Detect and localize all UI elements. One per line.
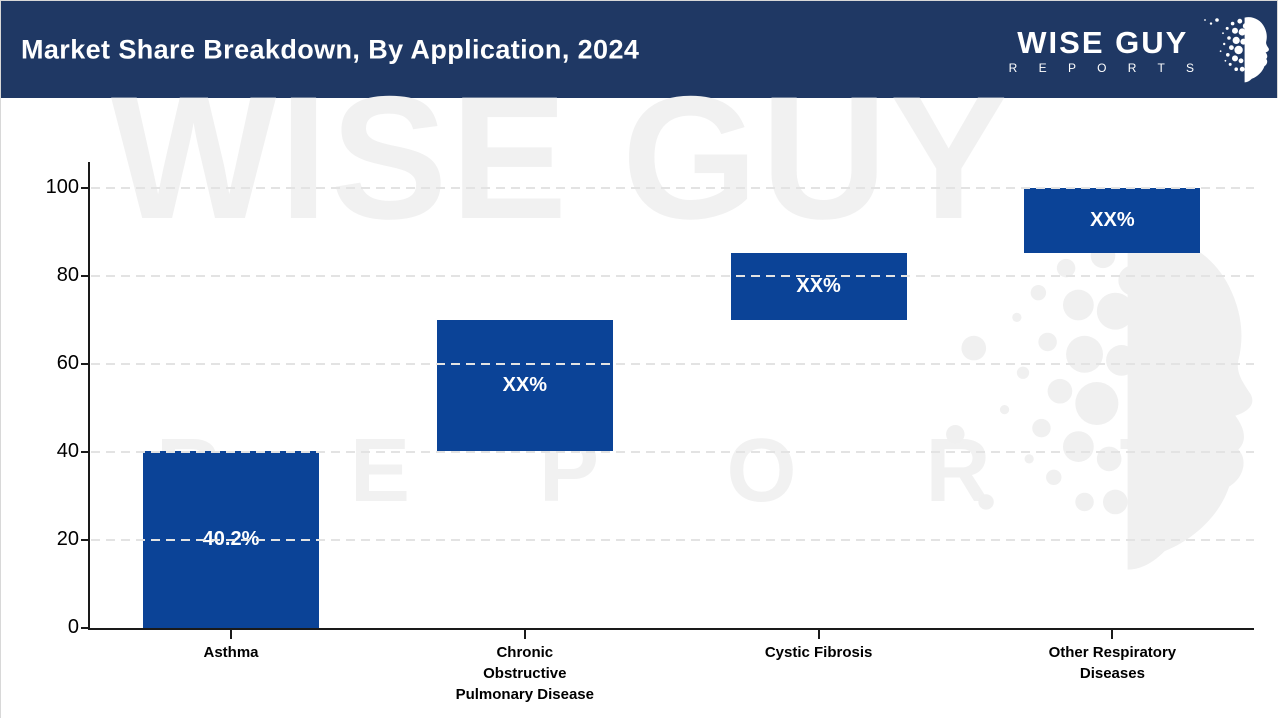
x-tick-mark [1111, 630, 1114, 639]
y-tick-mark [81, 539, 89, 541]
x-tick-mark [817, 630, 820, 639]
gridline [91, 539, 1254, 541]
x-tick-mark [523, 630, 526, 639]
bar-value-label: XX% [796, 274, 841, 297]
category-label: Chronic Obstructive Pulmonary Disease [455, 644, 594, 703]
y-axis-line [88, 162, 90, 630]
gridline [91, 363, 1254, 365]
y-tick-label: 80 [56, 264, 79, 286]
bar-3: XX% [730, 252, 907, 320]
bar-2: XX% [436, 320, 613, 452]
bar-value-label: XX% [1090, 208, 1135, 231]
y-tick-label: 40 [56, 440, 79, 462]
y-tick-mark [81, 363, 89, 365]
watermark-face-icon [946, 235, 1253, 570]
wise-guy-logo: WISE GUY R E P O R T S [1003, 7, 1271, 93]
category-label: Asthma [203, 644, 259, 661]
y-tick-label: 20 [56, 528, 79, 550]
y-tick-mark [81, 275, 89, 277]
logo-face-icon [1204, 17, 1269, 83]
logo-subtext: R E P O R T S [1008, 60, 1203, 75]
y-tick-mark [81, 451, 89, 453]
x-tick-mark [230, 630, 232, 639]
y-tick-label: 60 [56, 352, 79, 374]
gridline [91, 275, 1254, 277]
y-tick-mark [81, 187, 89, 189]
page-title: Market Share Breakdown, By Application, … [21, 34, 640, 64]
category-label: Cystic Fibrosis [764, 644, 873, 661]
chart-area: WISE GUY R E P O R T S 02040608010040.2%… [1, 61, 1280, 719]
gridline [91, 451, 1254, 453]
watermark-wordmark: WISE GUY [111, 61, 1011, 256]
y-tick-label: 100 [45, 176, 79, 198]
gridline [91, 187, 1254, 189]
bar-4: XX% [1024, 188, 1201, 253]
category-label: Other Respiratory Diseases [1048, 644, 1177, 682]
y-tick-mark [81, 627, 89, 629]
logo-text: WISE GUY R E P O R T S [1003, 27, 1203, 74]
bar-value-label: XX% [502, 374, 548, 397]
logo-wordmark: WISE GUY [1017, 24, 1189, 60]
header: Market Share Breakdown, By Application, … [1, 1, 1277, 98]
x-axis-line [88, 628, 1254, 630]
y-tick-label: 0 [67, 616, 79, 638]
